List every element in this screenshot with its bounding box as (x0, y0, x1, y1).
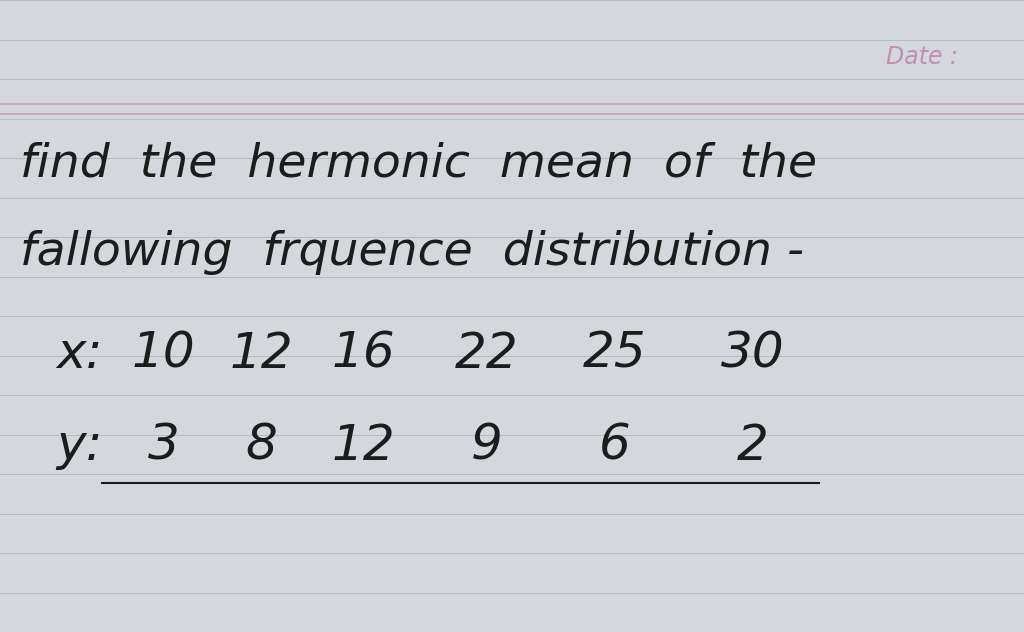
Text: 16: 16 (332, 330, 395, 378)
Text: 8: 8 (245, 422, 278, 470)
Text: x:: x: (56, 330, 102, 378)
Text: 2: 2 (736, 422, 769, 470)
Text: 25: 25 (583, 330, 646, 378)
Text: 12: 12 (229, 330, 293, 378)
Text: y:: y: (56, 422, 102, 470)
Text: 22: 22 (455, 330, 518, 378)
Text: 3: 3 (147, 422, 180, 470)
Text: 6: 6 (598, 422, 631, 470)
Text: Date :: Date : (886, 45, 957, 69)
Text: 30: 30 (721, 330, 784, 378)
Text: 12: 12 (332, 422, 395, 470)
Text: find  the  hermonic  mean  of  the: find the hermonic mean of the (20, 142, 817, 187)
Text: 9: 9 (470, 422, 503, 470)
Text: fallowing  frquence  distribution -: fallowing frquence distribution - (20, 230, 805, 276)
Text: 10: 10 (132, 330, 196, 378)
